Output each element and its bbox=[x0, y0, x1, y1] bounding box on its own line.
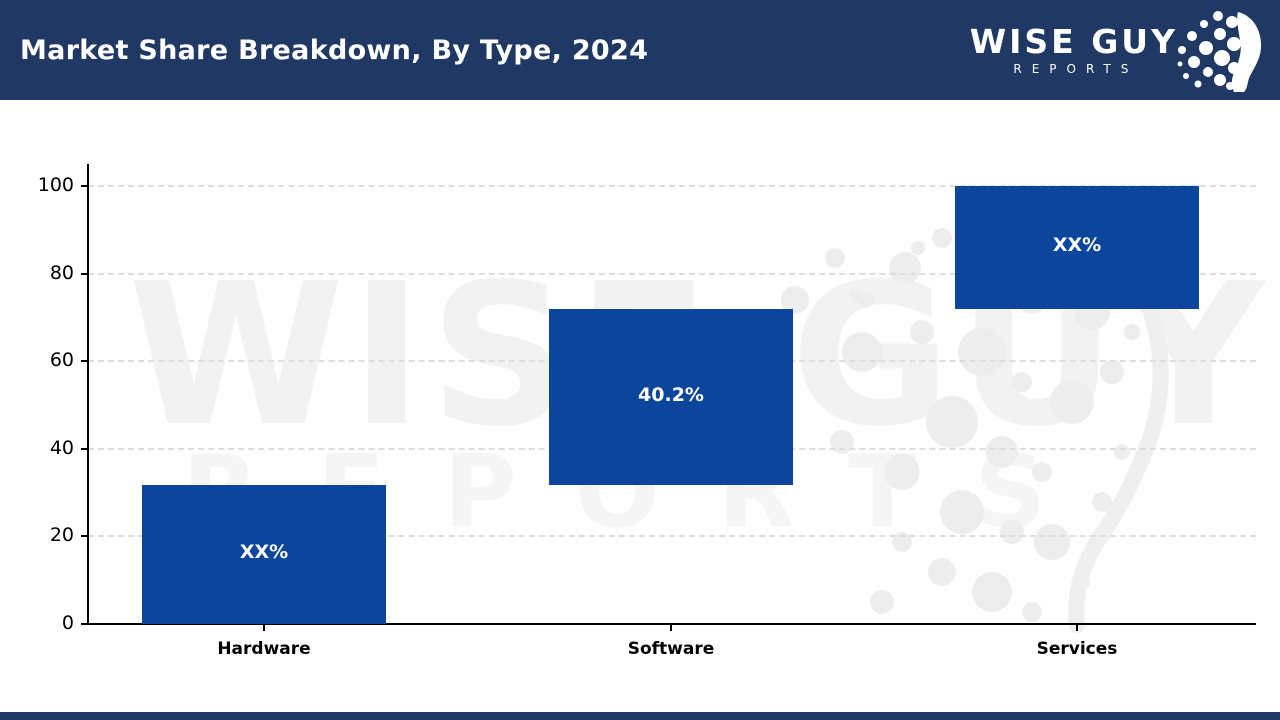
y-tick bbox=[81, 447, 88, 450]
x-category-label: Services bbox=[1036, 639, 1118, 659]
y-tick bbox=[81, 185, 88, 187]
watermark-wordmark: WISE GUY bbox=[128, 242, 1271, 470]
chart-title: Market Share Breakdown, By Type, 2024 bbox=[20, 34, 649, 66]
logo-head-icon bbox=[1177, 11, 1262, 92]
y-tick-label: 0 bbox=[61, 612, 74, 634]
y-tick-label: 100 bbox=[37, 174, 74, 196]
y-tick bbox=[81, 623, 88, 625]
logo-wordmark: WISE GUY bbox=[969, 21, 1178, 61]
y-tick bbox=[81, 272, 88, 275]
gridline bbox=[88, 272, 1256, 275]
header-banner: Market Share Breakdown, By Type, 2024 WI… bbox=[0, 0, 1280, 100]
gridline bbox=[88, 447, 1256, 450]
x-tick bbox=[670, 624, 672, 631]
gridline bbox=[88, 185, 1256, 187]
bar-hardware bbox=[142, 484, 386, 624]
x-category-label: Hardware bbox=[217, 639, 311, 659]
y-tick bbox=[81, 360, 88, 363]
gridline bbox=[88, 360, 1256, 363]
x-category-label: Software bbox=[627, 639, 715, 659]
y-tick bbox=[81, 535, 88, 538]
x-tick bbox=[263, 624, 265, 631]
wiseguy-logo: WISE GUY REPORTS bbox=[970, 6, 1264, 94]
y-tick-label: 60 bbox=[49, 349, 74, 372]
y-tick-label: 20 bbox=[49, 524, 74, 547]
logo-subtitle: REPORTS bbox=[1013, 61, 1139, 76]
gridline bbox=[88, 535, 1256, 538]
x-axis-line bbox=[87, 623, 1256, 625]
y-tick-label: 80 bbox=[49, 261, 74, 284]
footer-bar bbox=[0, 712, 1280, 720]
y-axis-line bbox=[87, 164, 89, 624]
watermark-subtitle: REPORTS bbox=[182, 433, 1105, 550]
bar-value-label: XX% bbox=[1052, 234, 1102, 257]
bar-value-label: XX% bbox=[239, 541, 289, 564]
bar-value-label: 40.2% bbox=[638, 383, 704, 406]
y-tick-label: 40 bbox=[49, 436, 74, 459]
x-tick bbox=[1076, 624, 1078, 631]
bar-services bbox=[955, 186, 1199, 309]
bar-software bbox=[549, 308, 793, 485]
